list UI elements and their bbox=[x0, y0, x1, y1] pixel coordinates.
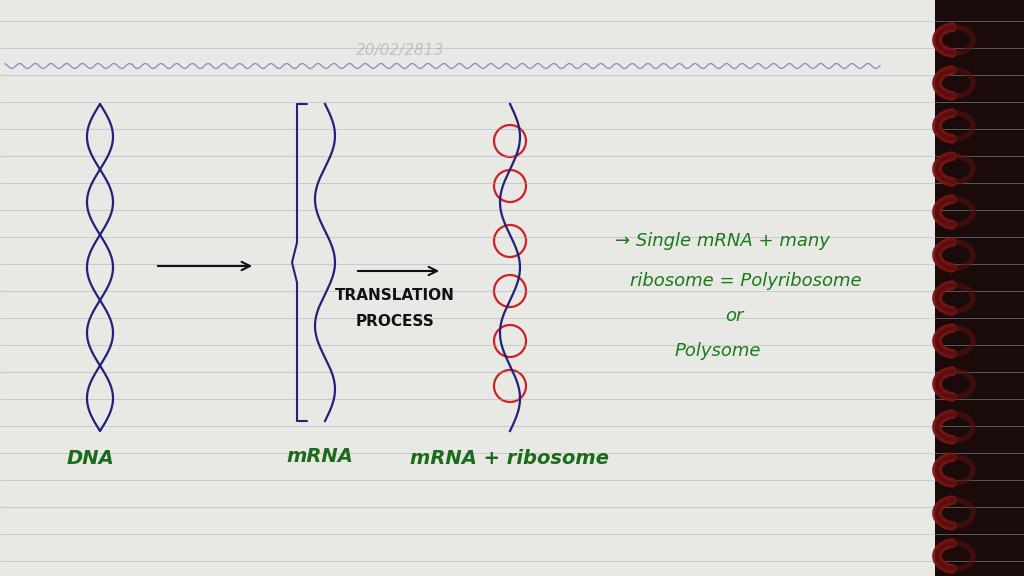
Text: Polysome: Polysome bbox=[675, 342, 762, 360]
Text: PROCESS: PROCESS bbox=[355, 314, 434, 329]
Text: 20/02/2813: 20/02/2813 bbox=[356, 44, 444, 59]
Text: → Single mRNA + many: → Single mRNA + many bbox=[615, 232, 829, 250]
Text: TRANSLATION: TRANSLATION bbox=[335, 288, 455, 303]
Text: ribosome = Polyribosome: ribosome = Polyribosome bbox=[630, 272, 861, 290]
Bar bbox=[935, 0, 1024, 576]
Text: DNA: DNA bbox=[67, 449, 114, 468]
Text: mRNA + ribosome: mRNA + ribosome bbox=[411, 449, 609, 468]
Text: or: or bbox=[725, 307, 743, 325]
Text: mRNA: mRNA bbox=[287, 446, 353, 465]
